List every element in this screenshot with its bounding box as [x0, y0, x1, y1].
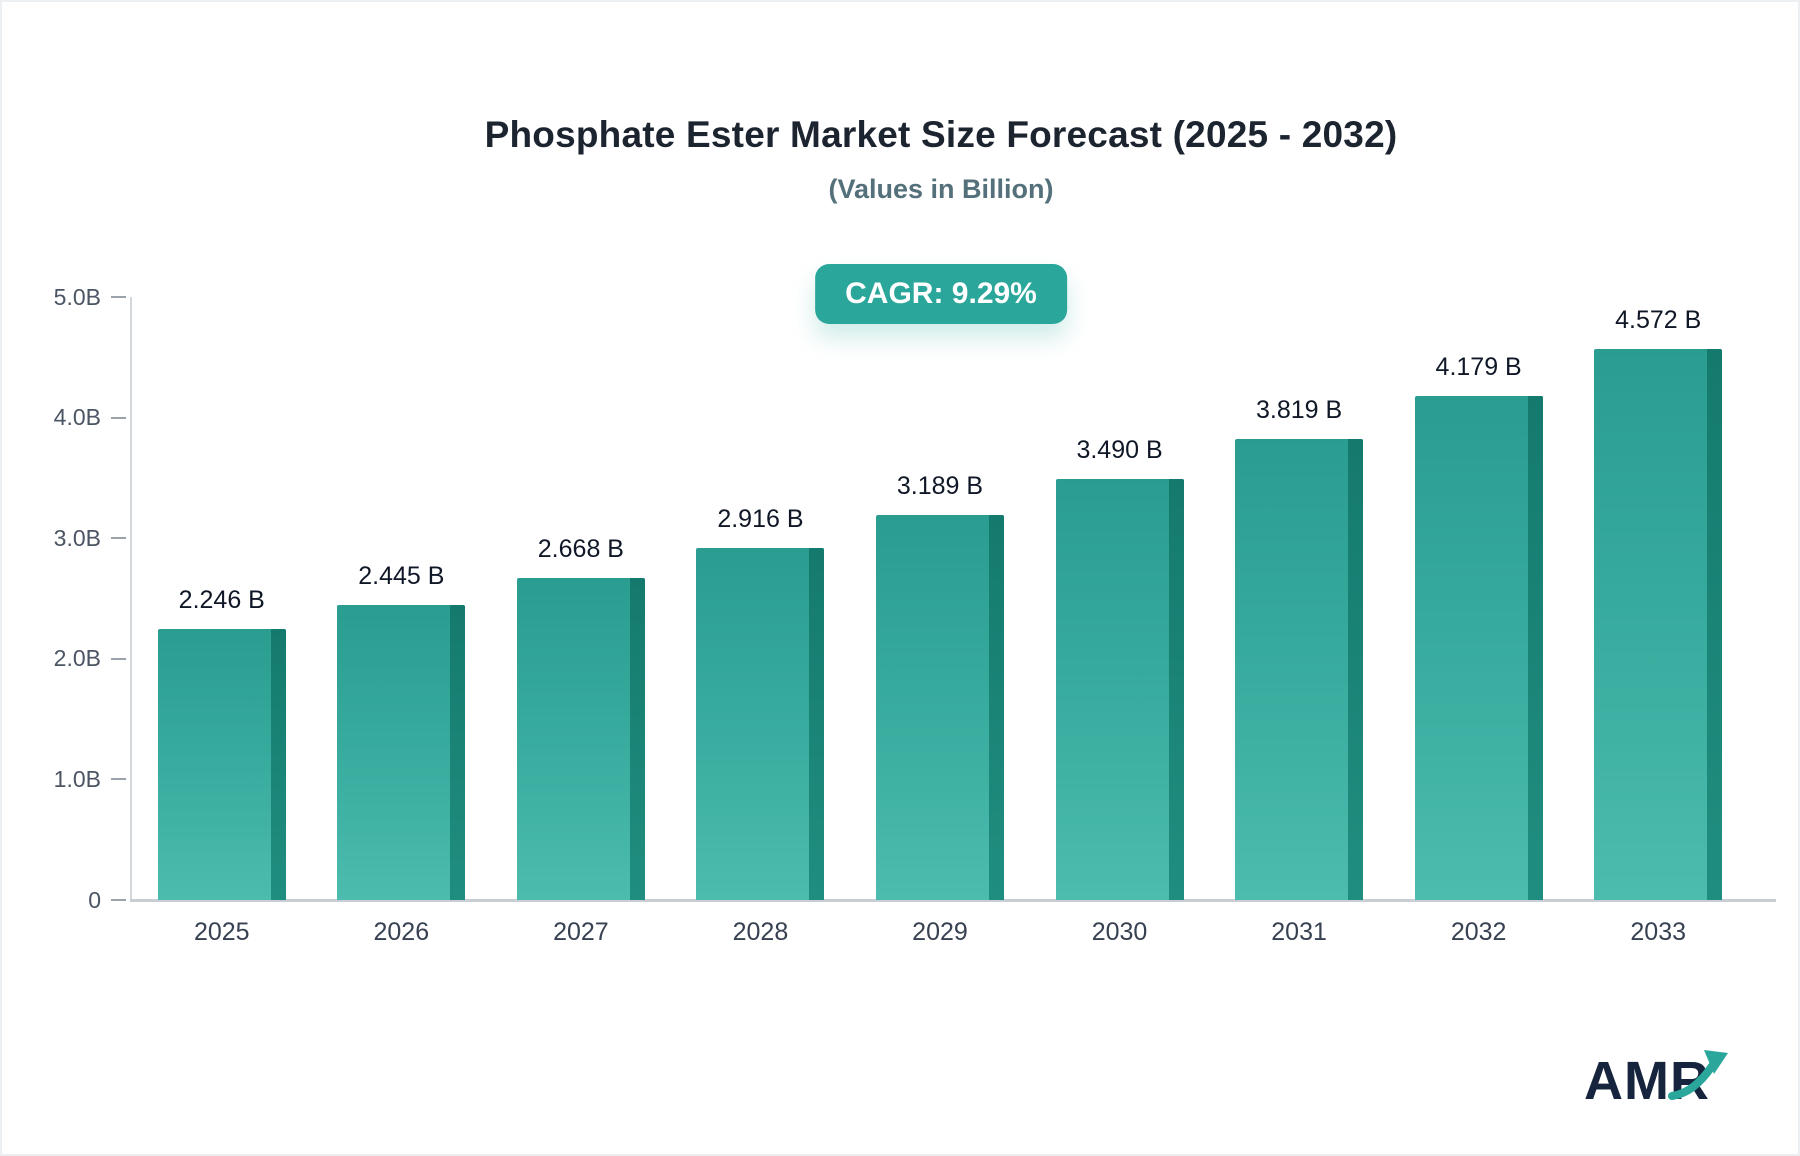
- x-tick-label: 2030: [1091, 918, 1148, 946]
- bar-slot: 2.445 B: [312, 297, 492, 900]
- page-title: Phosphate Ester Market Size Forecast (20…: [484, 114, 1398, 155]
- bar-slot: 2.246 B: [132, 297, 312, 900]
- y-tick: 1.0B: [2, 765, 126, 792]
- y-tick: 0: [2, 886, 126, 913]
- bar-slot: 4.572 B: [1568, 297, 1748, 901]
- bar-value-label: 2.246 B: [178, 586, 265, 615]
- y-tick-mark: [111, 416, 126, 419]
- bar: [337, 605, 466, 900]
- bar: [875, 515, 1004, 900]
- bar-value-label: 2.916 B: [717, 505, 804, 534]
- bar-value-label: 3.490 B: [1076, 436, 1163, 465]
- y-tick-mark: [111, 296, 126, 298]
- y-tick-label: 1.0B: [53, 765, 101, 792]
- bar-slot: 3.819 B: [1209, 297, 1389, 900]
- bar-value-label: 3.819 B: [1256, 396, 1343, 425]
- x-tick-label: 2029: [912, 918, 968, 946]
- bar-slot: 2.916 B: [671, 297, 851, 900]
- bar-slot: 2.668 B: [491, 297, 671, 900]
- y-tick-label: 0: [88, 886, 101, 913]
- y-axis-line: [130, 297, 132, 900]
- y-tick-label: 4.0B: [53, 404, 101, 431]
- x-tick-label: 2033: [1630, 918, 1687, 946]
- bar: [1055, 479, 1184, 900]
- y-tick-label: 2.0B: [53, 645, 101, 672]
- x-tick-label: 2025: [193, 918, 250, 946]
- y-tick-label: 5.0B: [53, 283, 101, 310]
- bar-value-label: 2.668 B: [537, 535, 624, 564]
- cagr-badge: CAGR: 9.29%: [815, 264, 1067, 324]
- y-axis: 0 1.0B 2.0B 3.0B 4.0B 5.0B: [2, 284, 126, 913]
- x-tick-label: 2032: [1450, 918, 1507, 946]
- y-tick-mark: [111, 537, 126, 540]
- growth-arrow-icon: [1668, 1050, 1728, 1100]
- bar: [1594, 348, 1723, 901]
- amr-logo: AMR: [1584, 1050, 1728, 1112]
- x-tick-label: 2028: [732, 918, 789, 946]
- bar-slot: 4.179 B: [1389, 297, 1569, 900]
- plot-area: 2.246 B 2.445 B 2.668 B 2.916 B 3.189 B 3.490…: [132, 297, 1748, 901]
- bar: [1414, 396, 1543, 900]
- amr-logo-text: AMR: [1584, 1051, 1710, 1111]
- y-tick: 5.0B: [2, 283, 126, 310]
- x-tick-label: 2026: [373, 918, 430, 946]
- bar: [696, 548, 825, 900]
- bar-slot: 3.490 B: [1030, 297, 1210, 900]
- bar-value-label: 3.189 B: [896, 472, 984, 501]
- y-tick-mark: [111, 657, 126, 660]
- x-axis-line: [130, 899, 1776, 902]
- y-tick-label: 3.0B: [53, 524, 101, 551]
- bar: [516, 578, 645, 900]
- y-tick-mark: [111, 899, 126, 901]
- y-tick: 2.0B: [2, 645, 126, 672]
- page-subtitle: (Values in Billion): [828, 174, 1054, 204]
- y-tick: 3.0B: [2, 524, 126, 551]
- bar-value-label: 4.572 B: [1615, 305, 1702, 334]
- bar-value-label: 4.179 B: [1435, 353, 1522, 382]
- y-tick: 4.0B: [2, 404, 126, 431]
- bar: [157, 629, 286, 900]
- x-axis: 2025 2026 2027 2028 2029 2030 2031 2032 2033: [132, 918, 1748, 960]
- bar-value-label: 2.445 B: [358, 562, 445, 591]
- x-tick-label: 2031: [1271, 918, 1327, 946]
- bar: [1235, 439, 1364, 900]
- x-tick-label: 2027: [553, 918, 609, 946]
- bar-slot: 3.189 B: [850, 297, 1030, 900]
- y-tick-mark: [111, 778, 126, 781]
